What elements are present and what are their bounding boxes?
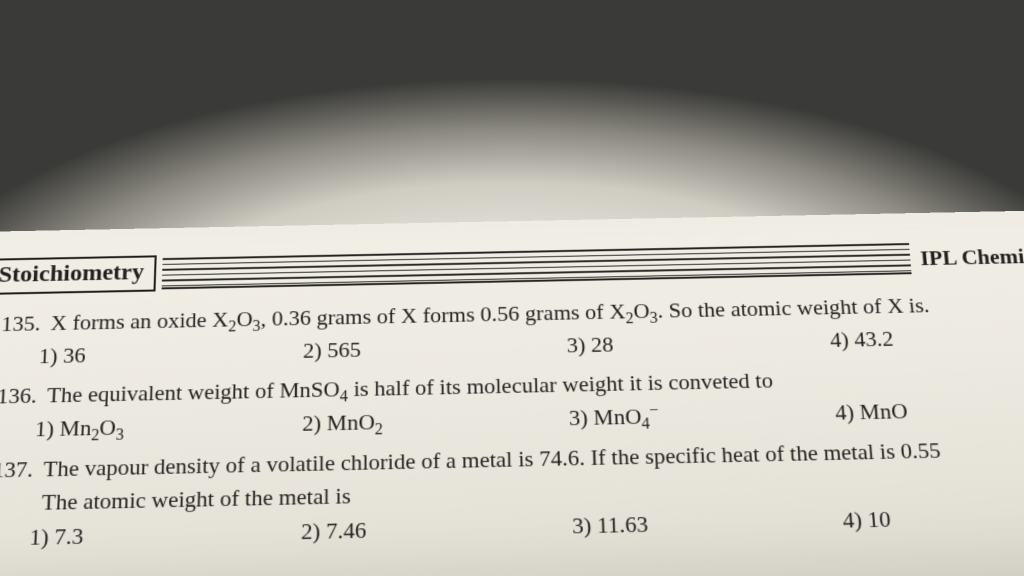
option-2: 2) 565 [303, 332, 567, 363]
option-1: 1) 36 [38, 338, 303, 369]
option-4: 4) 43.2 [829, 322, 1024, 353]
option-1: 1) Mn2O3 [34, 410, 302, 442]
option-1: 1) 7.3 [29, 518, 301, 551]
header-rule-lines [162, 243, 912, 289]
page-header: Stoichiometry IPL Chemistry Part - I. Ch [0, 235, 1024, 295]
question-number: 137. [0, 452, 44, 520]
question-number: 135. [0, 307, 52, 340]
option-2: 2) MnO2 [302, 405, 569, 437]
option-3: 3) 11.63 [572, 506, 844, 539]
photo-background: Stoichiometry IPL Chemistry Part - I. Ch… [0, 0, 1024, 576]
topic-title: Stoichiometry [0, 255, 157, 295]
option-4: 4) 10 [842, 500, 1024, 533]
option-2: 2) 7.46 [301, 512, 573, 545]
textbook-page: Stoichiometry IPL Chemistry Part - I. Ch… [0, 207, 1024, 576]
option-3: 3) MnO4− [569, 399, 837, 431]
chapter-title: IPL Chemistry Part - I. Ch [915, 240, 1024, 270]
question-number: 136. [0, 379, 48, 413]
question-body: The equivalent weight of MnSO4 is half o… [47, 367, 774, 407]
option-3: 3) 28 [566, 327, 831, 358]
option-4: 4) MnO [834, 394, 1024, 426]
question-body: The vapour density of a volatile chlorid… [41, 437, 941, 515]
